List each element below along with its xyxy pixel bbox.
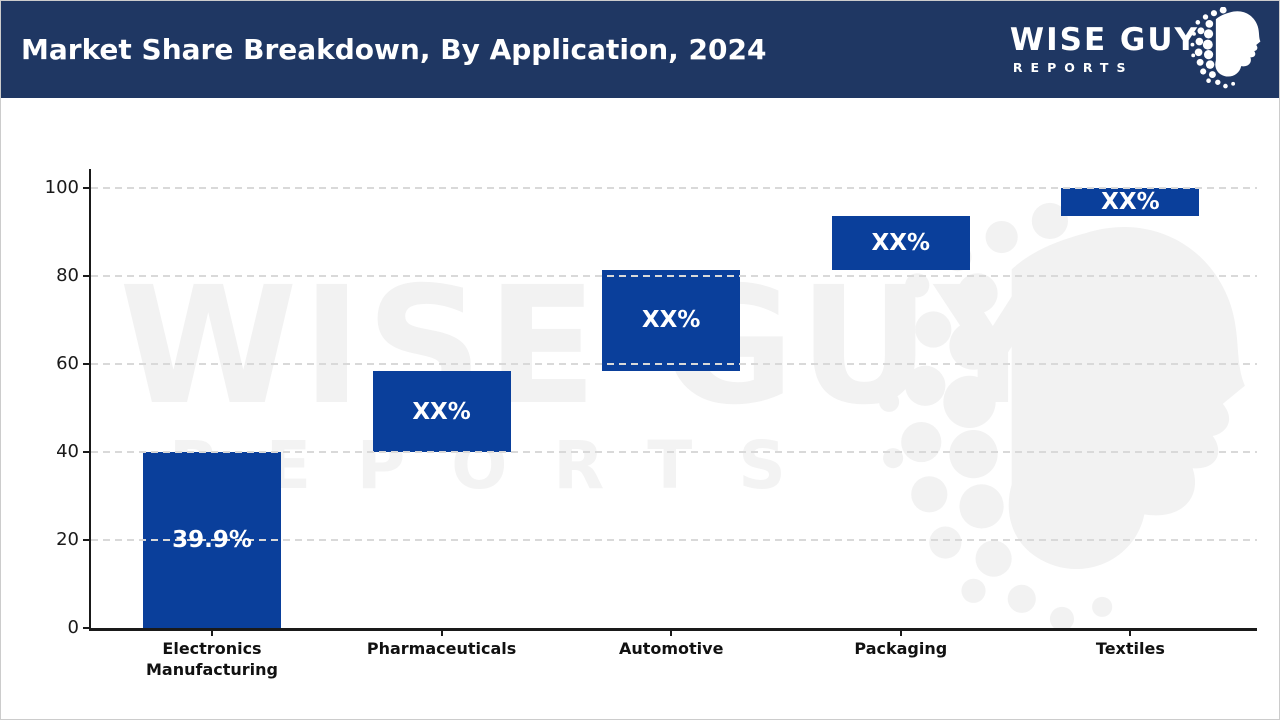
bar [372, 370, 511, 453]
y-tick-label: 60 [56, 353, 79, 374]
y-tick [83, 363, 91, 365]
y-gridline [91, 363, 1257, 365]
y-tick [83, 627, 91, 629]
bar-value-label: XX% [412, 398, 471, 425]
y-tick-label: 100 [44, 177, 79, 198]
bar-value-label: XX% [871, 230, 931, 257]
header-bar: Market Share Breakdown, By Application, … [1, 1, 1279, 98]
y-tick [83, 451, 91, 453]
y-tick [83, 539, 91, 541]
y-axis-line [89, 169, 91, 630]
y-tick-label: 0 [67, 617, 79, 638]
bar-value-label: XX% [641, 307, 701, 334]
x-tick [899, 628, 902, 636]
bar [602, 270, 741, 371]
y-tick-label: 40 [56, 441, 79, 462]
x-tick [1129, 628, 1132, 636]
x-axis-label: Electronics Manufacturing [146, 639, 278, 679]
x-tick [670, 628, 673, 636]
y-tick-label: 20 [56, 529, 79, 550]
y-gridline [91, 275, 1257, 277]
x-axis-label: Packaging [854, 639, 948, 658]
x-axis-line [89, 628, 1257, 631]
x-axis-label: Automotive [618, 639, 724, 658]
bar-value-label: 39.9% [172, 527, 252, 554]
wise-guy-reports-logo: WISE GUY REPORTS [1010, 7, 1269, 93]
page-title: Market Share Breakdown, By Application, … [21, 33, 767, 66]
bar [1061, 188, 1200, 217]
bar-value-label: XX% [1101, 189, 1160, 216]
y-tick-label: 80 [56, 265, 79, 286]
x-tick [211, 628, 213, 636]
x-tick [440, 628, 443, 636]
x-axis-label: Pharmaceuticals [366, 639, 517, 658]
x-axis-label: Textiles [1095, 639, 1165, 658]
y-tick [83, 275, 91, 277]
logo-wordmark: WISE GUY [1009, 22, 1199, 58]
logo-text: WISE GUY REPORTS [1009, 22, 1199, 76]
y-gridline [91, 451, 1257, 453]
y-gridline [91, 539, 1257, 541]
logo-face-icon [1185, 7, 1269, 93]
y-gridline [91, 187, 1257, 189]
bar [831, 216, 970, 271]
y-tick [83, 187, 91, 189]
logo-subtitle: REPORTS [1012, 60, 1134, 75]
